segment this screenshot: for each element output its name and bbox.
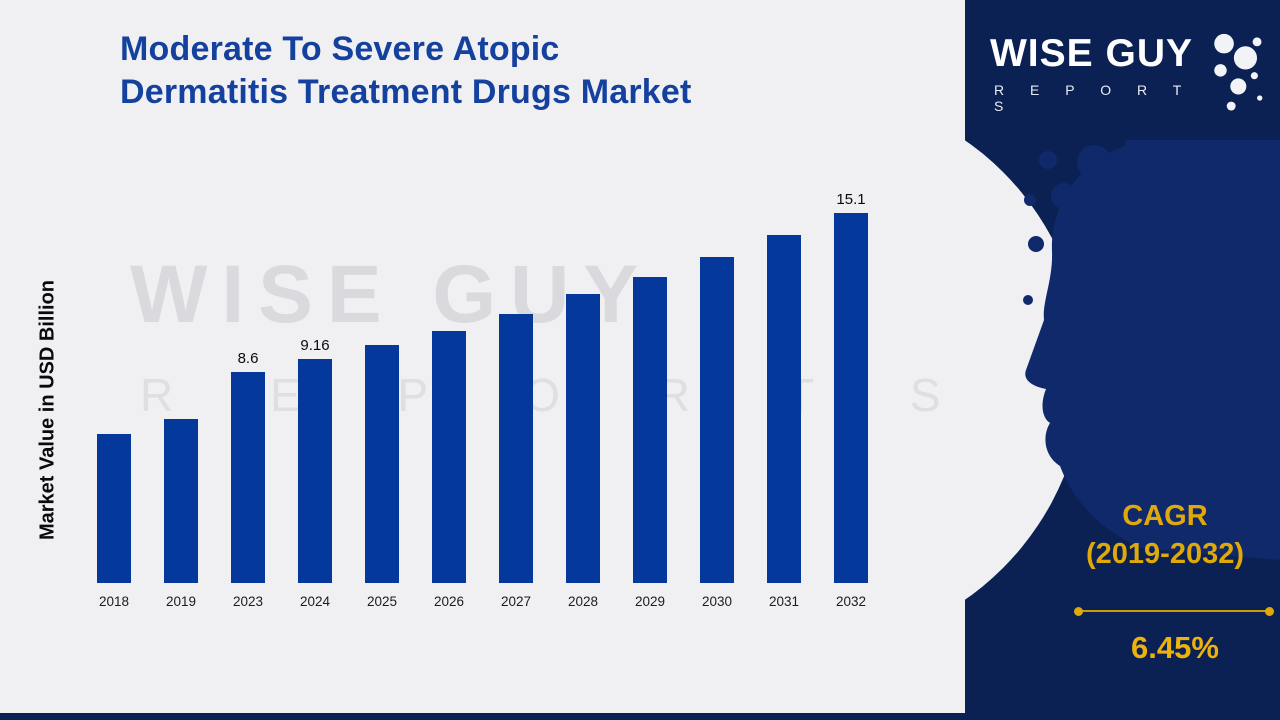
logo-title: WISE GUY bbox=[990, 32, 1194, 75]
bar-2023 bbox=[231, 372, 265, 583]
bar-value-label-2024: 9.16 bbox=[300, 336, 330, 354]
cagr-label: CAGR bbox=[1122, 500, 1208, 532]
page-title: Moderate To Severe Atopic Dermatitis Tre… bbox=[120, 28, 692, 114]
bar-column-2023: 8.6 2023 bbox=[219, 191, 277, 609]
x-tick-2026: 2026 bbox=[433, 594, 465, 609]
bar-column-2018: 2018 bbox=[85, 191, 143, 609]
page-title-line1: Moderate To Severe Atopic bbox=[120, 30, 560, 68]
bar-2024 bbox=[298, 358, 332, 583]
cagr-divider-line bbox=[1074, 606, 1274, 616]
cagr-block: CAGR (2019-2032) bbox=[1055, 498, 1275, 573]
bar-column-2030: 2030 bbox=[688, 191, 746, 609]
panel-circle-shape bbox=[525, 90, 1085, 650]
x-tick-2029: 2029 bbox=[634, 594, 666, 609]
bar-2030 bbox=[700, 257, 734, 583]
x-tick-2030: 2030 bbox=[701, 594, 733, 609]
head-profile-graphic bbox=[1023, 140, 1280, 560]
bar-2031 bbox=[767, 235, 801, 583]
y-axis-label: Market Value in USD Billion bbox=[36, 279, 59, 541]
divider-dot-left bbox=[1074, 606, 1083, 616]
x-tick-2019: 2019 bbox=[165, 594, 197, 609]
watermark-line1: WISE GUY bbox=[130, 249, 653, 340]
bar-column-2029: 2029 bbox=[621, 191, 679, 609]
bar-column-2019: 2019 bbox=[152, 191, 210, 609]
bar-column-2032: 15.1 2032 bbox=[822, 191, 880, 609]
bar-column-2028: 2028 bbox=[554, 191, 612, 609]
x-tick-2032: 2032 bbox=[835, 594, 867, 609]
x-tick-2025: 2025 bbox=[366, 594, 398, 609]
bar-value-label-2032: 15.1 bbox=[836, 191, 866, 209]
x-tick-2027: 2027 bbox=[500, 594, 532, 609]
bar-2019 bbox=[164, 418, 198, 583]
x-tick-2031: 2031 bbox=[768, 594, 800, 609]
divider-dot-right bbox=[1265, 606, 1274, 616]
watermark: WISE GUY R E P O R T S bbox=[130, 248, 983, 422]
bar-2018 bbox=[97, 433, 131, 583]
bar-column-2025: 2025 bbox=[353, 191, 411, 609]
logo-dots-icon bbox=[1213, 33, 1262, 111]
cagr-value: 6.45% bbox=[1131, 630, 1219, 665]
bar-2027 bbox=[499, 313, 533, 583]
bar-column-2027: 2027 bbox=[487, 191, 545, 609]
x-tick-2018: 2018 bbox=[98, 594, 130, 609]
watermark-line2: R E P O R T S bbox=[140, 369, 983, 421]
x-tick-2028: 2028 bbox=[567, 594, 599, 609]
logo-text: WISE GUY R E P O R T S bbox=[990, 32, 1202, 114]
bar-plot: 2018 2019 8.6 2023 9.16 2024 2025 2026 2027 2028 2… bbox=[85, 191, 880, 609]
bar-column-2031: 2031 bbox=[755, 191, 813, 609]
bar-2025 bbox=[365, 345, 399, 583]
bar-value-label-2023: 8.6 bbox=[237, 350, 259, 368]
bar-column-2026: 2026 bbox=[420, 191, 478, 609]
x-tick-2023: 2023 bbox=[232, 594, 264, 609]
logo-subtitle: R E P O R T S bbox=[994, 82, 1193, 114]
wiseguy-logo: WISE GUY R E P O R T S bbox=[990, 32, 1270, 121]
footer-bar bbox=[0, 713, 1280, 720]
page-title-line2: Dermatitis Treatment Drugs Market bbox=[120, 72, 692, 111]
bar-2032 bbox=[834, 213, 868, 583]
cagr-period: (2019-2032) bbox=[1086, 537, 1244, 570]
bar-2028 bbox=[566, 293, 600, 583]
x-tick-2024: 2024 bbox=[299, 594, 331, 609]
bar-2026 bbox=[432, 330, 466, 583]
bar-column-2024: 9.16 2024 bbox=[286, 191, 344, 609]
bar-2029 bbox=[633, 276, 667, 583]
